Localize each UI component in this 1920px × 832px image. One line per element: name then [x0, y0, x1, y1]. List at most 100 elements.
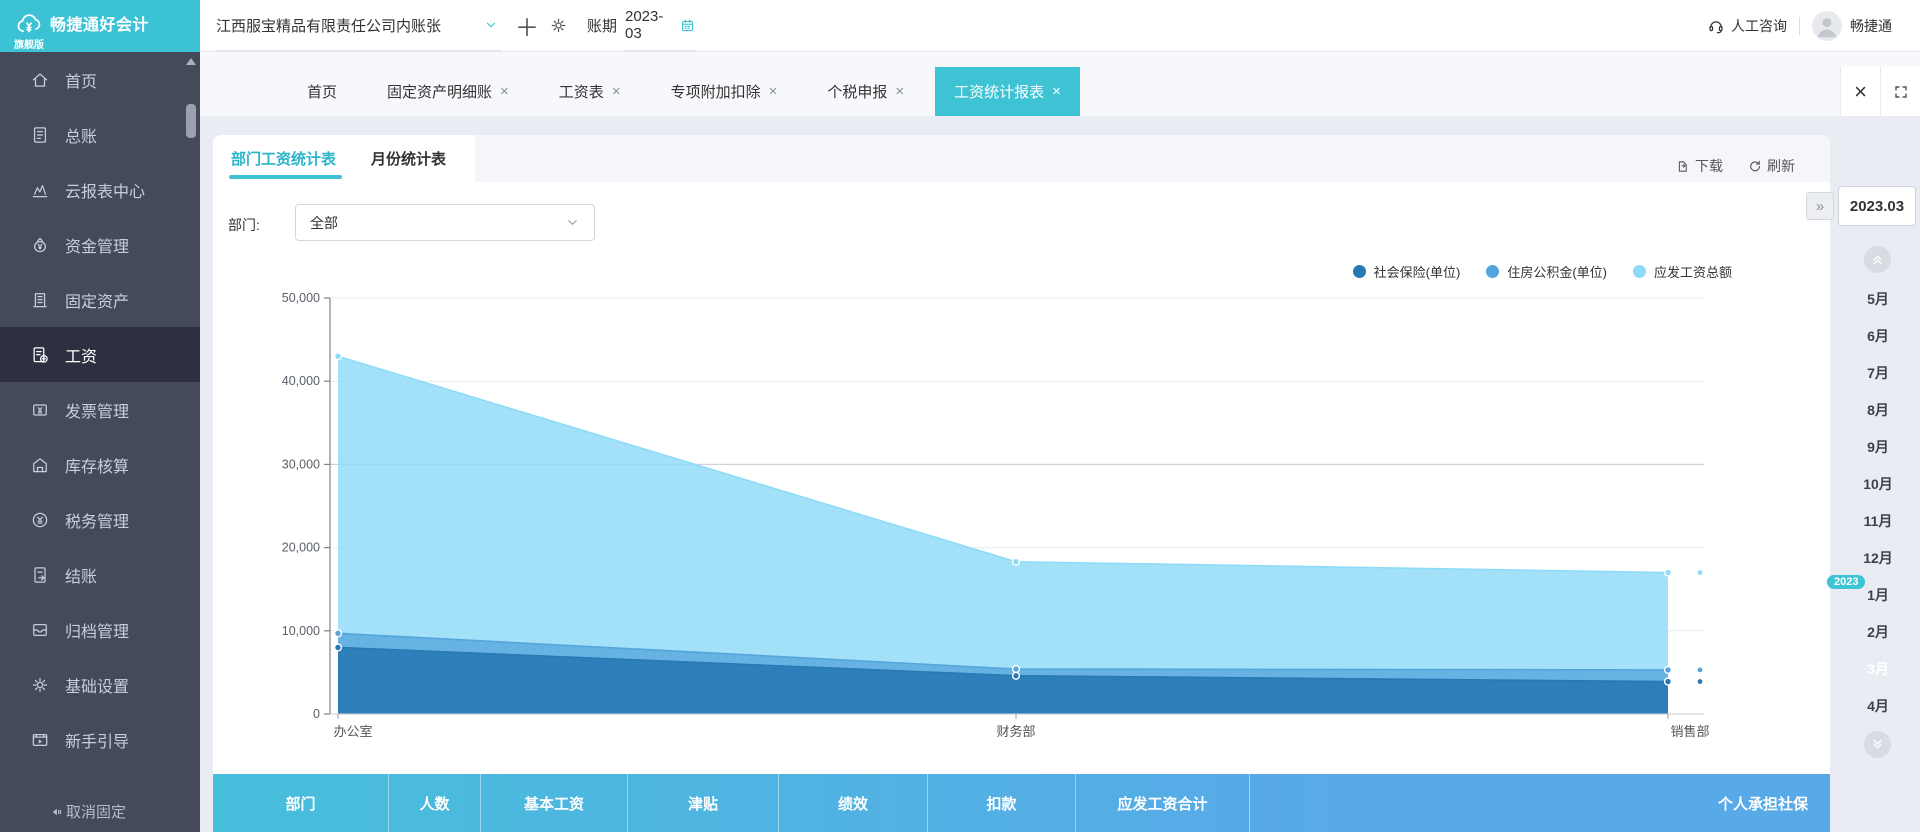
- month-item-6[interactable]: 11月: [1863, 512, 1893, 529]
- month-item-7[interactable]: 12月: [1863, 549, 1893, 566]
- download-button[interactable]: 下载: [1675, 156, 1723, 176]
- chevron-down-icon: [484, 18, 498, 32]
- department-filter-select[interactable]: 全部: [295, 204, 595, 241]
- svg-text:20,000: 20,000: [282, 541, 320, 555]
- chevron-down-icon: [565, 215, 580, 230]
- legend-item[interactable]: 应发工资总额: [1632, 262, 1732, 281]
- sidebar-menu: 首页总账云报表中心 资金管理 固定资产 工资 发票管理 库存核算税务管理结账归档管理基础设…: [0, 52, 200, 767]
- month-item-5[interactable]: 10月: [1863, 475, 1893, 492]
- sidebar-item-salary[interactable]: 工资: [0, 327, 200, 382]
- sidebar-item-settings[interactable]: 基础设置: [0, 657, 200, 712]
- months-scroll-down-button[interactable]: [1864, 731, 1891, 758]
- unpin-icon: [52, 808, 62, 815]
- table-column-header-5[interactable]: 扣款: [927, 774, 1075, 832]
- refresh-button[interactable]: 刷新: [1747, 156, 1795, 176]
- cloud-yuan-logo-icon: [17, 14, 41, 33]
- sidebar-item-label: 税务管理: [65, 513, 130, 531]
- sidebar-item-guide[interactable]: 新手引导: [0, 712, 200, 767]
- document-tab-4[interactable]: 个税申报 ×: [808, 67, 923, 116]
- legend-label: 社会保险(单位): [1373, 265, 1461, 280]
- tab-close-icon[interactable]: ×: [768, 83, 778, 100]
- sidebar-item-invoice[interactable]: 发票管理: [0, 382, 200, 437]
- sidebar: 首页总账云报表中心 资金管理 固定资产 工资 发票管理 库存核算税务管理结账归档管理基础设…: [0, 52, 200, 832]
- subtabs: 部门工资统计表 月份统计表: [231, 135, 446, 182]
- month-item-10[interactable]: 3月: [1840, 650, 1916, 687]
- user-menu[interactable]: 畅捷通: [1812, 10, 1892, 41]
- sidebar-item-label: 首页: [65, 73, 98, 91]
- tab-close-icon[interactable]: ×: [895, 83, 905, 100]
- collapse-month-panel-button[interactable]: »: [1806, 192, 1834, 220]
- tab-label: 首页: [307, 84, 338, 101]
- table-column-header-2[interactable]: 基本工资: [480, 774, 627, 832]
- table-column-header-3[interactable]: 津贴: [627, 774, 778, 832]
- tab-close-icon[interactable]: ×: [611, 83, 621, 100]
- month-item-0[interactable]: 5月: [1867, 290, 1889, 307]
- guide-icon: [32, 733, 48, 746]
- table-column-header-1[interactable]: 人数: [388, 774, 480, 832]
- sidebar-item-tax[interactable]: 税务管理: [0, 492, 200, 547]
- scroll-up-arrow-icon[interactable]: [186, 58, 196, 65]
- document-tab-1[interactable]: 固定资产明细账 ×: [368, 67, 528, 116]
- legend-dot-icon: [1632, 265, 1646, 278]
- month-item-3[interactable]: 8月: [1867, 401, 1889, 418]
- sidebar-item-label: 总账: [65, 128, 98, 146]
- double-chevron-up-icon: [1873, 255, 1882, 265]
- table-column-header-6[interactable]: 应发工资合计: [1075, 774, 1249, 832]
- sidebar-item-fixed-assets[interactable]: 固定资产: [0, 272, 200, 327]
- sidebar-scrollbar[interactable]: [186, 54, 196, 830]
- headset-icon: [1709, 20, 1723, 33]
- document-tab-0[interactable]: 首页: [288, 67, 356, 116]
- scrollbar-thumb[interactable]: [186, 104, 196, 138]
- period-selector[interactable]: 2023-03: [625, 0, 695, 51]
- current-period-box[interactable]: 2023.03: [1838, 186, 1916, 226]
- svg-text:40,000: 40,000: [282, 374, 320, 388]
- month-item-8[interactable]: 1月: [1867, 586, 1889, 603]
- document-tab-3[interactable]: 专项附加扣除 ×: [652, 67, 797, 116]
- document-tab-5[interactable]: 工资统计报表 ×: [935, 67, 1080, 116]
- tab-close-icon[interactable]: ×: [500, 83, 509, 100]
- tab-label: 工资表: [558, 84, 604, 101]
- sidebar-item-label: 结账: [65, 568, 98, 586]
- tab-label: 个税申报: [827, 84, 888, 101]
- settings-gear-button[interactable]: [549, 0, 568, 51]
- sidebar-item-closing[interactable]: 结账: [0, 547, 200, 602]
- add-account-set-button[interactable]: ＋: [515, 15, 539, 42]
- tab-label: 固定资产明细账: [387, 84, 493, 101]
- sidebar-item-home[interactable]: 首页: [0, 52, 200, 107]
- card-actions: 下载 刷新: [1675, 156, 1795, 176]
- sidebar-item-label: 基础设置: [65, 678, 130, 696]
- month-item-9[interactable]: 2月: [1867, 623, 1889, 640]
- svg-text:销售部: 销售部: [1670, 724, 1709, 739]
- sidebar-item-archive[interactable]: 归档管理: [0, 602, 200, 657]
- month-item-2[interactable]: 7月: [1867, 364, 1889, 381]
- month-item-1[interactable]: 6月: [1867, 327, 1889, 344]
- table-column-header-0[interactable]: 部门: [285, 795, 316, 813]
- calendar-icon: [681, 19, 694, 31]
- company-selector[interactable]: 江西服宝精品有限责任公司内账张: [216, 0, 502, 51]
- sidebar-item-cloud-reports[interactable]: 云报表中心: [0, 162, 200, 217]
- report-subtab-1[interactable]: 月份统计表: [371, 151, 447, 168]
- report-subtab-0[interactable]: 部门工资统计表: [231, 151, 337, 168]
- cloud-report-icon: [32, 184, 48, 197]
- fullscreen-button[interactable]: [1880, 67, 1920, 116]
- months-scroll-up-button[interactable]: [1864, 246, 1891, 273]
- sidebar-item-inventory[interactable]: 库存核算: [0, 437, 200, 492]
- close-tabs-button[interactable]: ×: [1840, 67, 1880, 116]
- legend-item[interactable]: 社会保险(单位): [1352, 262, 1461, 281]
- month-list: 5月 6月 7月 8月 9月 10月 11月 12月 1月 2月 3月 4月: [1840, 280, 1916, 724]
- sidebar-item-funds[interactable]: 资金管理: [0, 217, 200, 272]
- brand-logo[interactable]: 畅捷通好会计 旗舰版: [0, 0, 200, 52]
- support-button[interactable]: 人工咨询: [1707, 16, 1787, 36]
- month-item-4[interactable]: 9月: [1867, 438, 1889, 455]
- refresh-label: 刷新: [1767, 158, 1795, 174]
- unpin-sidebar-button[interactable]: 取消固定: [46, 801, 126, 822]
- legend-item[interactable]: 住房公积金(单位): [1486, 262, 1607, 281]
- month-item-11[interactable]: 4月: [1867, 697, 1889, 714]
- tab-close-icon[interactable]: ×: [1052, 83, 1061, 100]
- salary-area-chart: 0 10,000 20,000 30,000 40,000 50,000 办公室 财务部 销售部: [282, 291, 1710, 739]
- topbar: 畅捷通好会计 旗舰版 江西服宝精品有限责任公司内账张 ＋ 账期 2023-03 …: [0, 0, 1920, 52]
- sidebar-item-general-ledger[interactable]: 总账: [0, 107, 200, 162]
- document-tab-2[interactable]: 工资表 ×: [540, 67, 640, 116]
- table-column-header-4[interactable]: 绩效: [778, 774, 927, 832]
- table-column-header-7[interactable]: 个人承担社保: [1249, 774, 1830, 832]
